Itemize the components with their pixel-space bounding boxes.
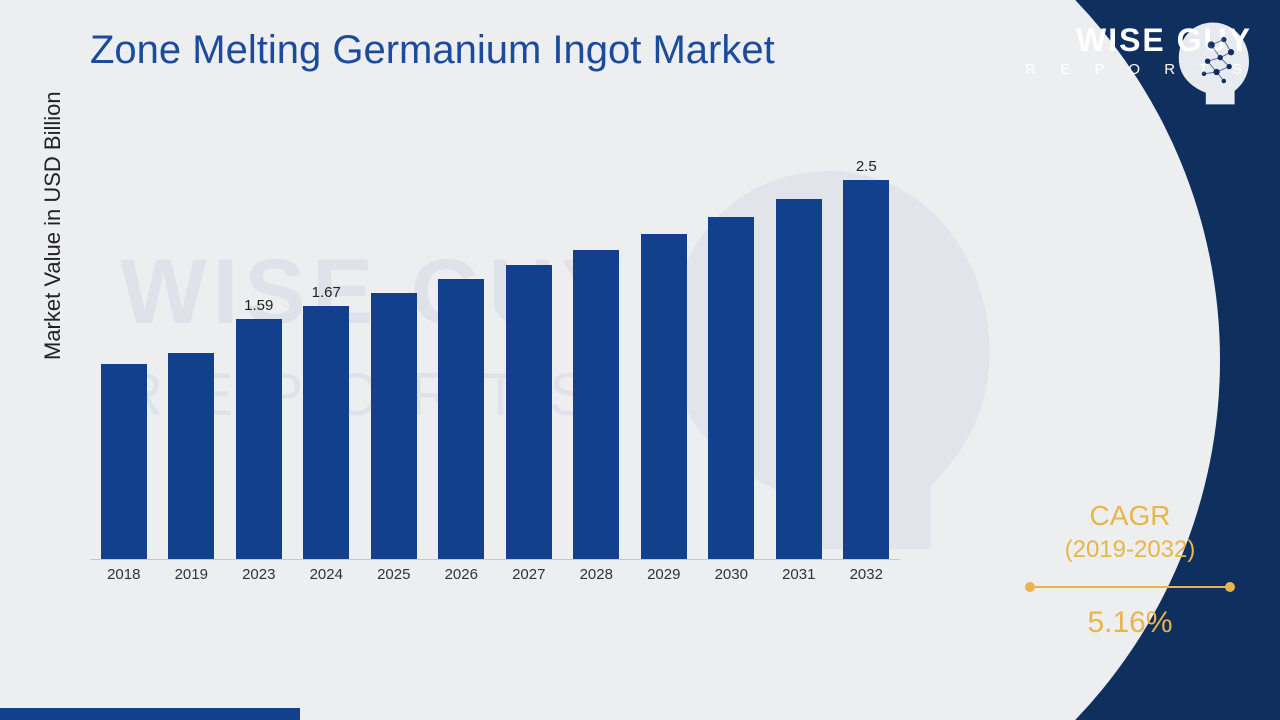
bar-chart: 1.59 1.67 2.5 [90, 150, 900, 560]
x-tick-label: 2028 [563, 566, 631, 583]
x-axis-line [90, 559, 900, 560]
bar-slot: 2.5 [833, 180, 901, 560]
bar [438, 279, 484, 560]
bars-container: 1.59 1.67 2.5 [90, 150, 900, 560]
chart-title: Zone Melting Germanium Ingot Market [90, 28, 775, 73]
bar-slot [765, 199, 833, 560]
x-tick-label: 2027 [495, 566, 563, 583]
brand-logo: WISE GUY R E P O R T S [1025, 22, 1252, 78]
bar-slot: 1.67 [293, 306, 361, 560]
bar-slot: 1.59 [225, 319, 293, 560]
cagr-range: (2019-2032) [1020, 536, 1240, 564]
bar [708, 217, 754, 560]
bar-slot [495, 265, 563, 560]
cagr-value: 5.16% [1020, 606, 1240, 640]
bar-slot [563, 250, 631, 560]
x-tick-label: 2032 [833, 566, 901, 583]
cagr-divider [1030, 586, 1230, 588]
x-tick-label: 2029 [630, 566, 698, 583]
bar-value-label: 2.5 [856, 158, 877, 175]
x-tick-label: 2023 [225, 566, 293, 583]
x-tick-label: 2030 [698, 566, 766, 583]
bar-slot [90, 364, 158, 560]
x-tick-label: 2031 [765, 566, 833, 583]
footer-accent-bar [0, 708, 300, 720]
bar: 2.5 [843, 180, 889, 560]
bar: 1.67 [303, 306, 349, 560]
cagr-block: CAGR (2019-2032) 5.16% [1020, 500, 1240, 640]
x-tick-label: 2019 [158, 566, 226, 583]
x-axis-labels: 2018201920232024202520262027202820292030… [90, 566, 900, 583]
bar [573, 250, 619, 560]
bar [168, 353, 214, 560]
bar [101, 364, 147, 560]
y-axis-label: Market Value in USD Billion [40, 91, 66, 360]
bar [371, 293, 417, 560]
x-tick-label: 2025 [360, 566, 428, 583]
bar [506, 265, 552, 560]
x-tick-label: 2024 [293, 566, 361, 583]
bar-value-label: 1.59 [244, 297, 273, 314]
report-canvas: WISE GUY REPORTS WISE GUY R E P O R T S … [0, 0, 1280, 720]
bar-slot [630, 234, 698, 560]
logo-head-icon [1168, 18, 1258, 108]
x-tick-label: 2018 [90, 566, 158, 583]
bar-slot [360, 293, 428, 560]
x-tick-label: 2026 [428, 566, 496, 583]
bar [776, 199, 822, 560]
bar-value-label: 1.67 [312, 284, 341, 301]
bar-slot [698, 217, 766, 560]
bar: 1.59 [236, 319, 282, 560]
bar-slot [158, 353, 226, 560]
cagr-label: CAGR [1020, 500, 1240, 532]
bar [641, 234, 687, 560]
bar-slot [428, 279, 496, 560]
